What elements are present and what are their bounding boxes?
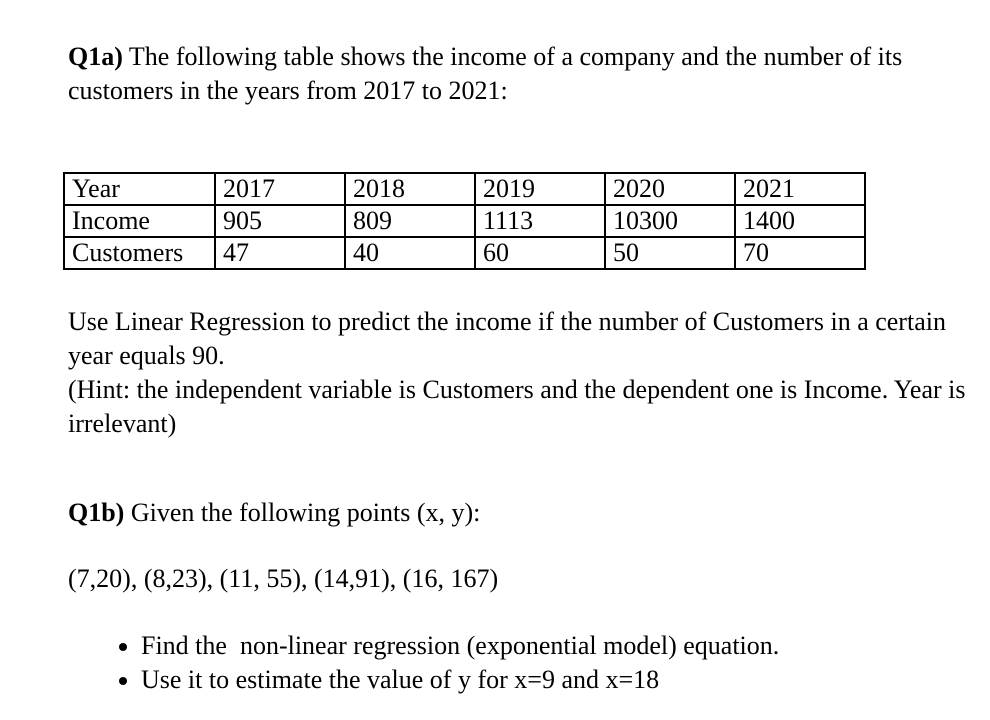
table-cell: 60 xyxy=(474,236,606,270)
bullet-item-estimate-values: Use it to estimate the value of y for x=… xyxy=(141,663,990,697)
q1a-task-text: Use Linear Regression to predict the inc… xyxy=(68,307,946,370)
task-bullet-list: Find the non-linear regression (exponent… xyxy=(68,629,990,697)
table-cell: 70 xyxy=(734,236,866,270)
table-row-income: Income 905 809 1113 10300 1400 xyxy=(63,204,866,238)
q1b-section-intro: Q1b) Given the following points (x, y): xyxy=(68,496,983,530)
row-header-cell: Customers xyxy=(63,236,216,270)
q1b-intro-text: Given the following points (x, y): xyxy=(130,498,481,527)
table-cell: 1113 xyxy=(474,204,606,238)
bullet-item-find-equation: Find the non-linear regression (exponent… xyxy=(141,629,990,663)
table-cell: 47 xyxy=(214,236,346,270)
table-cell: 2019 xyxy=(474,172,606,206)
table-cell: 1400 xyxy=(734,204,866,238)
q1a-label: Q1a) xyxy=(68,42,123,71)
table-cell: 10300 xyxy=(604,204,736,238)
q1a-intro-text: The following table shows the income of … xyxy=(68,42,903,105)
table-cell: 905 xyxy=(214,204,346,238)
table-cell: 2017 xyxy=(214,172,346,206)
row-header-cell: Income xyxy=(63,204,216,238)
points-text: (7,20), (8,23), (11, 55), (14,91), (16, … xyxy=(68,564,499,593)
q1a-section-intro: Q1a) The following table shows the incom… xyxy=(68,40,983,108)
points-line: (7,20), (8,23), (11, 55), (14,91), (16, … xyxy=(68,562,983,596)
table-cell: 50 xyxy=(604,236,736,270)
row-header-cell: Year xyxy=(63,172,216,206)
table-row-year: Year 2017 2018 2019 2020 2021 xyxy=(63,172,866,206)
table-cell: 2018 xyxy=(344,172,476,206)
income-customers-table: Year 2017 2018 2019 2020 2021 Income 905… xyxy=(63,172,866,270)
table-cell: 2021 xyxy=(734,172,866,206)
q1a-hint-text: (Hint: the independent variable is Custo… xyxy=(68,375,966,438)
q1a-task-section: Use Linear Regression to predict the inc… xyxy=(68,305,983,441)
q1b-label: Q1b) xyxy=(68,498,125,527)
table-cell: 40 xyxy=(344,236,476,270)
table-cell: 2020 xyxy=(604,172,736,206)
table-cell: 809 xyxy=(344,204,476,238)
table-row-customers: Customers 47 40 60 50 70 xyxy=(63,236,866,270)
